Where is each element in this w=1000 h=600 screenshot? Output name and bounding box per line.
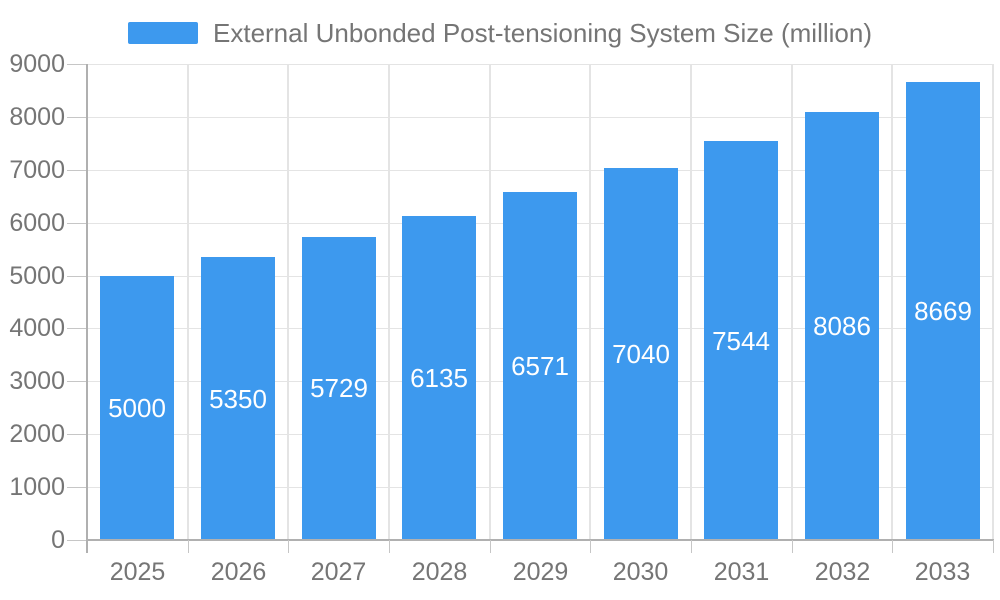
- y-axis-tick-3000: [67, 381, 87, 382]
- gridline-vertical-4: [489, 64, 491, 540]
- y-axis-tick-4000: [67, 328, 87, 329]
- bar-value-label-2028: 6135: [410, 363, 468, 393]
- x-axis-label-2025: 2025: [109, 558, 166, 586]
- x-axis-label-2026: 2026: [210, 558, 267, 586]
- gridline-vertical-6: [690, 64, 692, 540]
- x-axis-tick-3: [389, 540, 390, 553]
- y-axis-tick-9000: [67, 64, 87, 65]
- y-axis-tick-1000: [67, 487, 87, 488]
- y-axis-label-1000: 1000: [9, 473, 65, 501]
- y-axis-label-6000: 6000: [9, 209, 65, 237]
- x-axis-tick-4: [490, 540, 491, 553]
- x-axis-tick-8: [892, 540, 893, 553]
- bar-2032: [805, 112, 879, 540]
- bar-value-label-2027: 5729: [310, 373, 368, 403]
- x-axis-tick-6: [691, 540, 692, 553]
- x-axis-label-2032: 2032: [814, 558, 871, 586]
- bar-value-label-2025: 5000: [108, 393, 166, 423]
- gridline-vertical-2: [287, 64, 289, 540]
- y-axis-label-7000: 7000: [9, 156, 65, 184]
- legend-swatch: [128, 22, 198, 44]
- y-axis-label-3000: 3000: [9, 367, 65, 395]
- y-axis-label-8000: 8000: [9, 103, 65, 131]
- legend-label: External Unbonded Post-tensioning System…: [213, 18, 872, 48]
- x-axis-tick-7: [792, 540, 793, 553]
- y-axis-tick-0: [67, 540, 87, 541]
- gridline-horizontal-7000: [87, 170, 993, 171]
- x-axis-label-2028: 2028: [411, 558, 468, 586]
- bar-2025: [100, 276, 174, 540]
- y-axis-label-4000: 4000: [9, 314, 65, 342]
- bar-2033: [906, 82, 980, 540]
- gridline-vertical-3: [388, 64, 390, 540]
- gridline-horizontal-8000: [87, 117, 993, 118]
- gridline-vertical-9: [992, 64, 994, 540]
- bar-2028: [402, 216, 476, 540]
- y-axis-tick-6000: [67, 223, 87, 224]
- bar-value-label-2030: 7040: [612, 339, 670, 369]
- x-axis-line: [86, 539, 994, 541]
- y-axis-tick-2000: [67, 434, 87, 435]
- y-axis-label-5000: 5000: [9, 262, 65, 290]
- y-axis-tick-7000: [67, 170, 87, 171]
- bar-value-label-2029: 6571: [511, 351, 569, 381]
- bar-2029: [503, 192, 577, 540]
- x-axis-label-2029: 2029: [512, 558, 569, 586]
- bar-2031: [704, 141, 778, 540]
- x-axis-label-2030: 2030: [612, 558, 669, 586]
- bar-value-label-2033: 8669: [914, 296, 972, 326]
- y-axis-tick-5000: [67, 276, 87, 277]
- bar-value-label-2026: 5350: [209, 384, 267, 414]
- bar-2027: [302, 237, 376, 540]
- y-axis-label-9000: 9000: [9, 50, 65, 78]
- gridline-vertical-7: [791, 64, 793, 540]
- gridline-vertical-5: [589, 64, 591, 540]
- chart-legend: External Unbonded Post-tensioning System…: [0, 19, 1000, 47]
- bar-2026: [201, 257, 275, 540]
- x-axis-label-2033: 2033: [914, 558, 971, 586]
- y-axis-label-2000: 2000: [9, 420, 65, 448]
- y-axis-label-0: 0: [51, 526, 65, 554]
- y-axis-line: [86, 64, 88, 553]
- x-axis-tick-5: [590, 540, 591, 553]
- bar-2030: [604, 168, 678, 540]
- x-axis-tick-9: [993, 540, 994, 553]
- x-axis-label-2031: 2031: [713, 558, 770, 586]
- bar-value-label-2032: 8086: [813, 311, 871, 341]
- bar-value-label-2031: 7544: [712, 326, 770, 356]
- x-axis-tick-1: [188, 540, 189, 553]
- gridline-horizontal-9000: [87, 64, 993, 65]
- y-axis-tick-8000: [67, 117, 87, 118]
- gridline-vertical-1: [187, 64, 189, 540]
- gridline-vertical-8: [891, 64, 893, 540]
- x-axis-tick-2: [288, 540, 289, 553]
- x-axis-label-2027: 2027: [310, 558, 367, 586]
